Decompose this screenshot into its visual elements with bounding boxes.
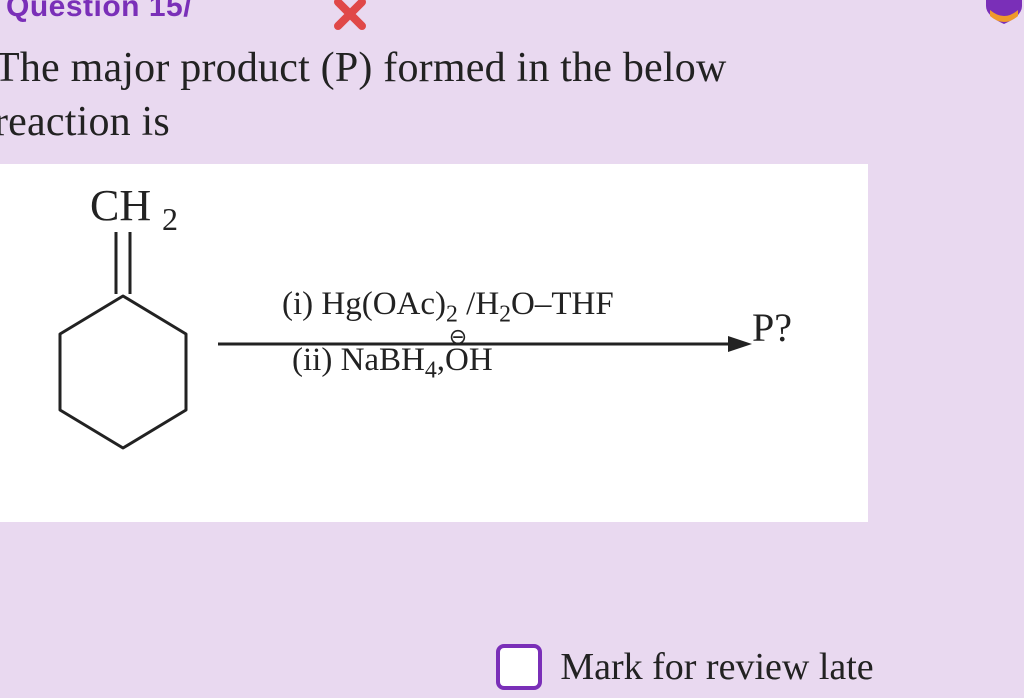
question-text: The major product (P) formed in the belo… (0, 28, 1024, 150)
reagent-step-1: (i) Hg(OAc)2 /H2O–THF (282, 286, 812, 329)
product-label: P? (752, 304, 792, 351)
mark-review-label: Mark for review late (560, 645, 873, 689)
wrong-x-icon (330, 0, 370, 34)
reagents: (i) Hg(OAc)2 /H2O–THF (ii) NaBH4,OH⊖ (212, 286, 812, 385)
badge-icon (980, 0, 1024, 30)
reactant-structure: CH 2 (34, 172, 234, 497)
negative-charge-icon: ⊖ (449, 324, 467, 350)
mark-review-checkbox[interactable] (496, 644, 542, 690)
reaction-diagram: CH 2 (i) Hg(OAc)2 /H2O–THF (ii) NaBH4,OH… (0, 164, 868, 522)
svg-text:2: 2 (162, 201, 178, 237)
svg-text:CH: CH (90, 181, 151, 230)
footer-bar: Mark for review late (0, 644, 1024, 690)
question-line-2: reaction is (0, 96, 1024, 150)
reagent-step-2: (ii) NaBH4,OH⊖ (292, 342, 812, 385)
question-line-1: The major product (P) formed in the belo… (0, 42, 1024, 96)
question-number: Question 15/ (6, 0, 192, 24)
